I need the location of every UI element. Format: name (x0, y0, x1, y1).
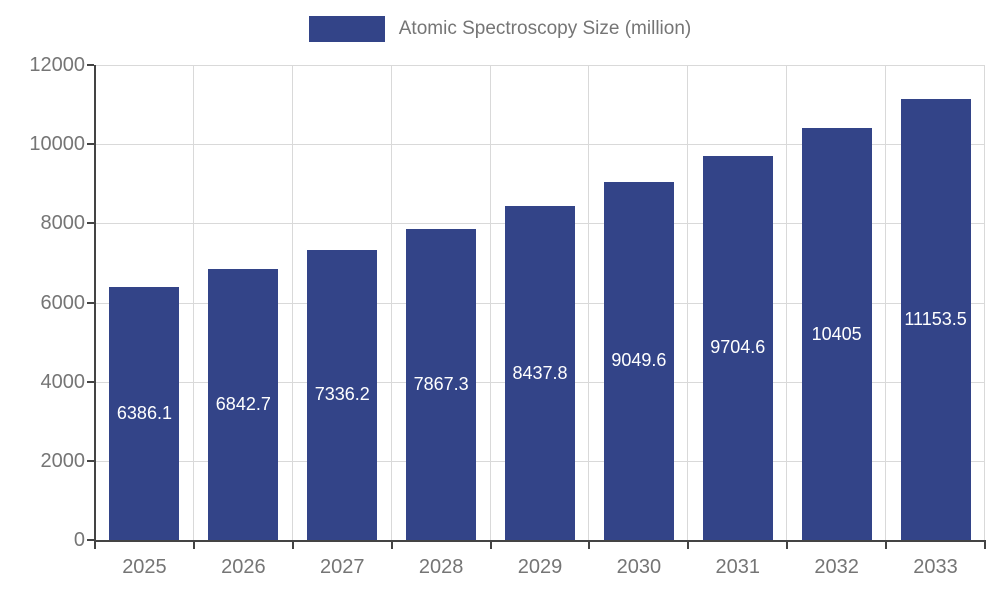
x-tick-label: 2029 (517, 556, 563, 578)
v-gridline (291, 65, 293, 540)
y-tick-label: 8000 (40, 212, 86, 235)
x-tick-label: 2033 (913, 556, 958, 578)
y-tick-mark (87, 64, 94, 66)
y-tick-label: 6000 (40, 291, 86, 314)
y-tick-mark (87, 539, 94, 541)
bar-value-label: 9704.6 (710, 337, 766, 358)
v-gridline (984, 65, 985, 540)
bar-value-label: 9049.6 (611, 350, 667, 371)
bar-2025[interactable]: 6386.1 (109, 287, 180, 540)
bar-2026[interactable]: 6842.7 (208, 269, 279, 540)
bar-2032[interactable]: 10405 (801, 128, 872, 540)
h-gridline (95, 144, 985, 146)
y-tick-label: 12000 (29, 54, 85, 76)
v-gridline (687, 65, 689, 540)
x-axis-line (94, 540, 986, 542)
bar-value-label: 8437.8 (512, 362, 568, 383)
v-gridline (192, 65, 194, 540)
x-tick-mark (687, 542, 690, 549)
v-gridline (588, 65, 590, 540)
bar-value-label: 10405 (811, 323, 862, 344)
y-tick-mark (87, 301, 94, 304)
x-tick-label: 2028 (418, 556, 464, 578)
y-tick-mark (87, 459, 94, 462)
x-tick-mark (885, 542, 888, 549)
x-tick-mark (588, 542, 591, 549)
y-axis-line (94, 65, 96, 542)
x-tick-label: 2025 (122, 556, 167, 578)
bar-2028[interactable]: 7867.3 (406, 228, 477, 540)
x-tick-mark (489, 542, 492, 549)
x-tick-mark (291, 542, 294, 549)
x-tick-mark (390, 542, 393, 549)
bar-2029[interactable]: 8437.8 (505, 206, 575, 540)
x-tick-mark (94, 542, 96, 549)
bar-value-label: 11153.5 (904, 308, 967, 329)
bar-2031[interactable]: 9704.6 (702, 155, 773, 540)
x-tick-label: 2026 (221, 556, 266, 578)
h-gridline (95, 65, 985, 66)
x-tick-mark (984, 542, 986, 549)
y-tick-label: 0 (73, 529, 85, 551)
bar-value-label: 6842.7 (215, 394, 271, 415)
x-tick-label: 2032 (814, 556, 859, 578)
x-tick-label: 2027 (319, 556, 365, 578)
x-tick-label: 2031 (715, 556, 761, 578)
y-tick-label: 10000 (29, 133, 85, 156)
y-tick-mark (87, 380, 94, 383)
v-gridline (885, 65, 887, 540)
v-gridline (390, 65, 392, 540)
bar-value-label: 7336.2 (314, 384, 370, 405)
x-tick-label: 2030 (616, 556, 662, 578)
y-tick-label: 2000 (40, 449, 86, 472)
legend[interactable]: Atomic Spectroscopy Size (million) (0, 16, 1000, 42)
y-tick-mark (87, 143, 94, 146)
v-gridline (489, 65, 491, 540)
bar-value-label: 7867.3 (413, 373, 469, 394)
bar-2027[interactable]: 7336.2 (307, 249, 378, 540)
x-tick-mark (192, 542, 195, 549)
legend-label: Atomic Spectroscopy Size (million) (398, 18, 692, 39)
legend-swatch (308, 16, 385, 42)
x-tick-mark (786, 542, 789, 549)
v-gridline (786, 65, 788, 540)
bar-2030[interactable]: 9049.6 (603, 181, 674, 540)
y-tick-mark (87, 222, 94, 225)
plot-area: 6386.1 6842.7 7336.2 7867.3 8437.8 9049.6 9704… (95, 65, 985, 540)
bar-value-label: 6386.1 (116, 403, 172, 424)
y-tick-label: 4000 (40, 370, 86, 393)
bar-2033[interactable]: 11153.5 (900, 98, 971, 540)
